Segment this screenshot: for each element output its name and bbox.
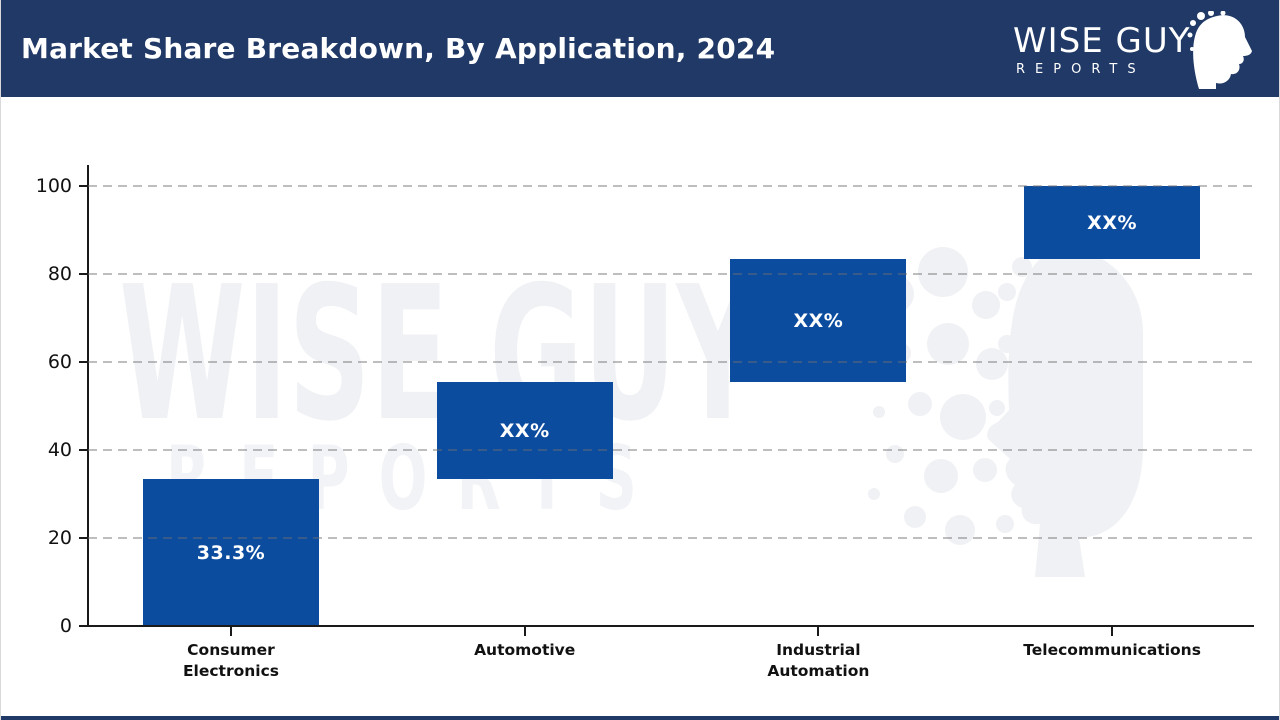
x-tick-label-0: Consumer Electronics xyxy=(182,641,280,680)
x-tick-3 xyxy=(1111,627,1114,636)
page-title: Market Share Breakdown, By Application, … xyxy=(21,32,776,65)
y-tick-0 xyxy=(79,625,88,627)
bar-value-label-industrial-automation: XX% xyxy=(793,309,844,332)
watermark-head-graphic xyxy=(868,247,1144,577)
y-tick-20 xyxy=(79,537,88,539)
y-tick-label-0: 0 xyxy=(59,615,72,637)
bar-automotive xyxy=(436,381,613,480)
y-tick-label-20: 20 xyxy=(47,527,72,549)
y-tick-100 xyxy=(79,185,88,187)
bar-value-label-consumer-electronics: 33.3% xyxy=(196,541,266,564)
wise-guy-head-icon xyxy=(1187,11,1252,89)
x-tick-0 xyxy=(230,627,232,636)
header-bar: Market Share Breakdown, By Application, … xyxy=(1,0,1279,97)
logo-text-block: WISE GUY REPORTS xyxy=(1013,24,1191,77)
gridline-20 xyxy=(88,537,1254,539)
bar-value-label-automotive: XX% xyxy=(499,419,550,442)
y-axis-line xyxy=(87,165,89,627)
logo-reports-text: REPORTS xyxy=(1016,61,1146,77)
y-tick-80 xyxy=(79,273,88,275)
y-tick-label-40: 40 xyxy=(47,439,72,461)
wise-guy-logo: WISE GUY REPORTS xyxy=(1013,10,1263,90)
x-axis-line xyxy=(87,625,1254,627)
y-tick-label-100: 100 xyxy=(35,175,72,197)
bar-telecommunications xyxy=(1024,186,1201,260)
chart-plot-area: 0 20 40 60 80 100 33.3% XX% XX% XX% Consumer Elect… xyxy=(1,97,1279,716)
x-tick-label-3: Telecommunications xyxy=(1023,641,1201,659)
x-tick-1 xyxy=(523,627,526,636)
bar-consumer-electronics xyxy=(143,479,319,626)
y-tick-label-60: 60 xyxy=(47,351,72,373)
logo-brand-text: WISE GUY xyxy=(1013,20,1191,61)
gridline-80 xyxy=(88,273,1254,275)
y-tick-40 xyxy=(79,449,88,451)
y-tick-label-80: 80 xyxy=(47,263,72,285)
gridline-40 xyxy=(88,449,1254,451)
y-tick-60 xyxy=(79,361,88,363)
x-tick-label-2: Industrial Automation xyxy=(767,641,870,680)
x-tick-2 xyxy=(817,627,820,636)
gridline-60 xyxy=(88,361,1254,363)
footer-bar xyxy=(1,716,1279,720)
bar-value-label-telecommunications: XX% xyxy=(1087,211,1138,234)
x-tick-label-1: Automotive xyxy=(474,641,576,659)
bar-industrial-automation xyxy=(730,259,907,382)
gridline-100 xyxy=(88,185,1254,187)
